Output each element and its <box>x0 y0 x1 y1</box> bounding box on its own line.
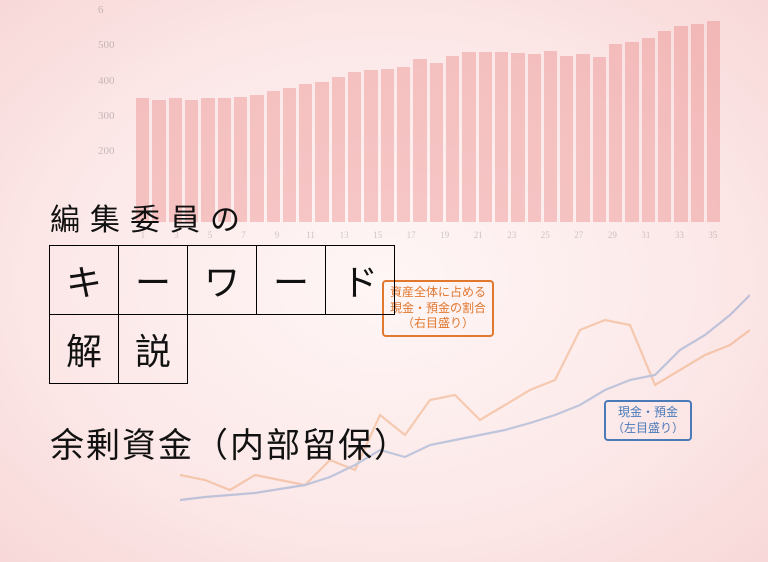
keyword-cell: ー <box>256 245 326 315</box>
keyword-cell: ー <box>118 245 188 315</box>
pretitle: 編集委員の <box>50 195 250 239</box>
keyword-cell: キ <box>49 245 119 315</box>
keyword-grid: キーワード 解説 <box>50 246 395 384</box>
keyword-cell: ド <box>325 245 395 315</box>
keyword-cell: 説 <box>118 314 188 384</box>
keyword-cell: 解 <box>49 314 119 384</box>
foreground-text: 編集委員の キーワード 解説 余剰資金（内部留保） <box>0 0 768 562</box>
keyword-cell: ワ <box>187 245 257 315</box>
subtitle: 余剰資金（内部留保） <box>50 418 410 467</box>
